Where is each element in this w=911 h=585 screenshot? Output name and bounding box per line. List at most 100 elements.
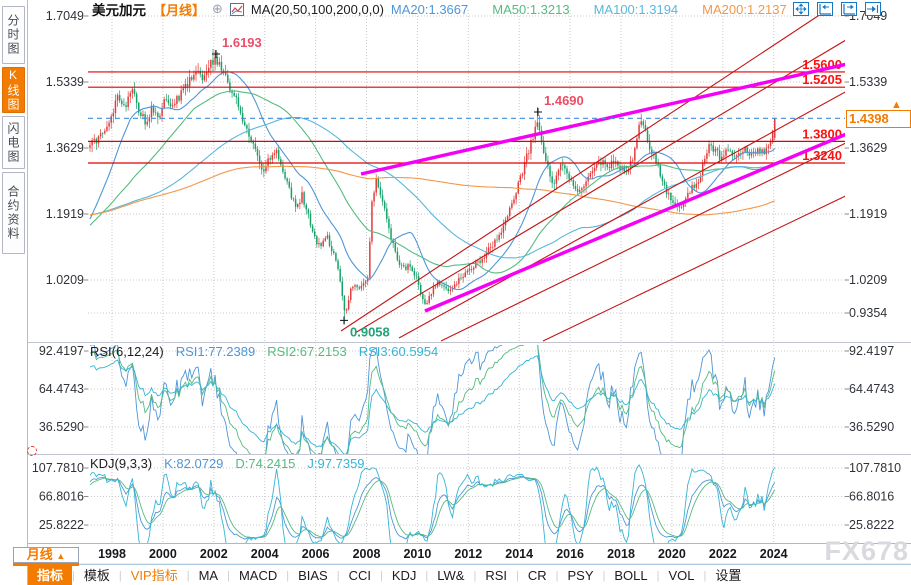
- toolbar-item-RSI[interactable]: RSI: [485, 568, 507, 583]
- add-compare-icon[interactable]: ⊕: [212, 1, 223, 16]
- svg-text:66.8016: 66.8016: [39, 490, 84, 504]
- svg-text:1.1919: 1.1919: [46, 207, 84, 221]
- svg-text:2014: 2014: [505, 547, 533, 561]
- trendline-drawings[interactable]: [340, 10, 856, 342]
- toolbar-item-CR[interactable]: CR: [527, 568, 547, 583]
- zoom-in-time-icon[interactable]: [841, 2, 857, 16]
- toolbar-item-PSY[interactable]: PSY: [567, 568, 594, 583]
- toolbar-item-BIAS[interactable]: BIAS: [298, 568, 328, 583]
- svg-text:2000: 2000: [149, 547, 177, 561]
- svg-text:2002: 2002: [200, 547, 228, 561]
- ma-value: MA20:1.3667: [390, 1, 469, 17]
- sidebar-tab-time-share[interactable]: 分时图: [2, 6, 25, 64]
- period-selector[interactable]: 月线 ▲: [13, 547, 79, 563]
- toolbar-separator: |: [286, 569, 290, 582]
- svg-text:2016: 2016: [556, 547, 584, 561]
- rsi-value: RSI3:60.5954: [358, 344, 439, 359]
- svg-text:1.3629: 1.3629: [46, 141, 84, 155]
- svg-text:1.5339: 1.5339: [849, 75, 887, 89]
- kdj-value: D:74.2415: [235, 456, 296, 471]
- sidebar: 分时图 K线图闪电图合约资料: [0, 0, 28, 585]
- chart-type-icon[interactable]: [229, 2, 244, 16]
- svg-text:107.7810: 107.7810: [32, 461, 84, 475]
- svg-text:0.9354: 0.9354: [849, 306, 887, 320]
- rsi3-line: [89, 355, 776, 454]
- svg-text:2004: 2004: [251, 547, 279, 561]
- sidebar-tab-lightning[interactable]: 闪电图: [2, 116, 25, 169]
- toolbar-item-MACD[interactable]: MACD: [238, 568, 278, 583]
- rsi-formula: RSI(6,12,24): [90, 344, 164, 359]
- zoom-out-time-icon[interactable]: [817, 2, 833, 16]
- toolbar-separator: |: [515, 569, 519, 582]
- toolbar-item-LW&[interactable]: LW&: [437, 568, 465, 583]
- ma50-line: [89, 90, 776, 274]
- kdj-value: K:82.0729: [164, 456, 224, 471]
- svg-text:1.7049: 1.7049: [46, 9, 84, 23]
- indicator-toolbar: 指标 | 模板 | VIP指标 | MA | MACD | BIAS | CCI | KDJ | LW& | RSI…: [28, 566, 911, 585]
- svg-text:1.3629: 1.3629: [849, 141, 887, 155]
- svg-text:36.5290: 36.5290: [849, 420, 894, 434]
- svg-text:92.4197: 92.4197: [849, 344, 894, 358]
- svg-text:1.3800: 1.3800: [802, 126, 842, 141]
- toolbar-separator: |: [425, 569, 429, 582]
- svg-text:107.7810: 107.7810: [849, 461, 901, 475]
- ma100-line: [89, 116, 775, 259]
- rsi1-line: [89, 345, 776, 454]
- svg-text:2010: 2010: [403, 547, 431, 561]
- ma-formula: MA(20,50,100,200,0,0): [250, 1, 384, 17]
- symbol-name: 美元加元: [92, 3, 146, 18]
- svg-text:36.5290: 36.5290: [39, 420, 84, 434]
- kdj-j-line: [89, 464, 776, 543]
- toolbar-item-设置[interactable]: 设置: [715, 568, 742, 583]
- price-annotations: 1.6193 1.4690 0.9058: [212, 35, 584, 339]
- svg-text:25.8222: 25.8222: [849, 518, 894, 532]
- rsi-value: RSI2:67.2153: [267, 344, 347, 359]
- go-to-latest-icon[interactable]: [865, 2, 881, 16]
- ma20-line: [89, 71, 776, 291]
- svg-text:1.5339: 1.5339: [46, 75, 84, 89]
- toolbar-separator: |: [656, 569, 660, 582]
- svg-text:1998: 1998: [98, 547, 126, 561]
- pan-mode-icon[interactable]: [793, 2, 809, 16]
- toolbar-item-BOLL[interactable]: BOLL: [614, 568, 648, 583]
- rsi-header: RSI(6,12,24) RSI1:77.2389 RSI2:67.2153 RSI…: [90, 344, 450, 359]
- chart-toolbar-icons: [793, 2, 881, 16]
- kdj-d-line: [89, 476, 776, 539]
- svg-text:25.8222: 25.8222: [39, 518, 84, 532]
- toolbar-item-CCI[interactable]: CCI: [348, 568, 371, 583]
- svg-text:1.1919: 1.1919: [849, 207, 887, 221]
- ma-values: MA20:1.3667 MA50:1.3213 MA100:1.3194 MA200:…: [391, 2, 799, 17]
- toolbar-item-VIP指标[interactable]: VIP指标: [130, 568, 178, 583]
- toolbar-separator: |: [703, 569, 707, 582]
- toolbar-item-指标[interactable]: 指标: [28, 566, 73, 585]
- drawing-anchor-point[interactable]: [27, 446, 37, 456]
- ma-value: MA100:1.3194: [593, 1, 679, 17]
- ma-value: MA200:1.2137: [702, 1, 787, 17]
- svg-text:1.0209: 1.0209: [849, 273, 887, 287]
- rsi2-line: [89, 345, 776, 454]
- rsi-value: RSI1:77.2389: [175, 344, 256, 359]
- toolbar-separator: |: [227, 569, 230, 582]
- svg-text:0.9058: 0.9058: [350, 324, 390, 339]
- svg-text:64.4743: 64.4743: [39, 382, 84, 396]
- period-selector-underline: [13, 563, 79, 566]
- toolbar-item-MA[interactable]: MA: [198, 568, 219, 583]
- sidebar-tab-kline[interactable]: K线图: [2, 67, 25, 113]
- svg-text:2024: 2024: [760, 547, 788, 561]
- toolbar-separator: |: [602, 569, 606, 582]
- toolbar-item-VOL[interactable]: VOL: [668, 568, 695, 583]
- sidebar-tab-contract-info[interactable]: 合约资料: [2, 172, 25, 254]
- svg-text:92.4197: 92.4197: [39, 344, 84, 358]
- toolbar-separator: |: [118, 569, 122, 582]
- toolbar-separator: |: [186, 569, 190, 582]
- svg-text:66.8016: 66.8016: [849, 490, 894, 504]
- toolbar-item-KDJ[interactable]: KDJ: [391, 568, 417, 583]
- toolbar-separator: |: [72, 569, 75, 582]
- candlestick-series: [89, 49, 776, 325]
- grid: [0, 10, 911, 565]
- kdj-k-line: [89, 475, 776, 540]
- svg-text:2006: 2006: [302, 547, 330, 561]
- toolbar-item-模板[interactable]: 模板: [83, 568, 110, 583]
